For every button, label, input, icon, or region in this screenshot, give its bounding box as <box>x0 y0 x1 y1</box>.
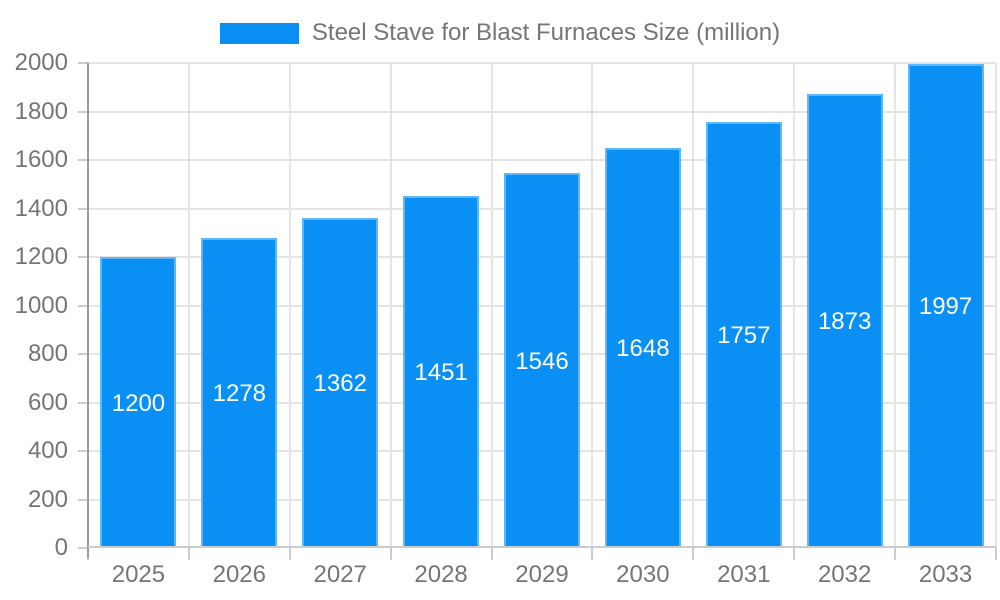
x-tick-label-2026: 2026 <box>212 561 266 588</box>
h-gridline <box>88 110 996 113</box>
bar-2030[interactable]: 1648 <box>604 148 681 548</box>
bar-2033[interactable]: 1997 <box>907 63 984 548</box>
y-tick-label: 1200 <box>14 243 68 270</box>
y-tick-label: 0 <box>54 534 68 561</box>
bar-value-label: 1997 <box>918 292 973 320</box>
plot-area: 1200 1278 1362 1451 1546 1648 1757 1873 1997 <box>78 62 997 560</box>
y-tick-label: 1800 <box>14 97 68 125</box>
legend-swatch <box>219 22 299 44</box>
v-gridline <box>490 63 493 548</box>
y-tick-label: 400 <box>27 437 68 464</box>
y-tick <box>78 62 88 64</box>
y-tick <box>78 450 88 452</box>
bar-2032[interactable]: 1873 <box>806 93 883 548</box>
x-tick <box>692 548 695 560</box>
x-tick <box>389 548 392 560</box>
x-tick-label-2025: 2025 <box>111 561 166 588</box>
legend[interactable]: Steel Stave for Blast Furnaces Size (mil… <box>0 20 1000 46</box>
bar-2026[interactable]: 1278 <box>201 238 278 548</box>
v-gridline <box>793 63 796 548</box>
y-tick <box>78 110 88 113</box>
x-tick-label-2031: 2031 <box>717 561 771 588</box>
y-tick-label: 600 <box>27 388 68 416</box>
y-tick <box>78 304 88 307</box>
x-axis-line <box>88 546 996 548</box>
y-tick <box>78 547 88 549</box>
y-tick <box>78 159 88 161</box>
x-tick-label-2027: 2027 <box>313 561 367 588</box>
legend-label: Steel Stave for Blast Furnaces Size (mil… <box>311 19 781 46</box>
y-tick <box>78 256 88 258</box>
x-tick <box>793 548 796 560</box>
bar-value-label: 1362 <box>313 369 367 397</box>
v-gridline <box>995 63 997 548</box>
bar-value-label: 1546 <box>515 347 569 375</box>
bar-value-label: 1873 <box>817 307 872 335</box>
x-tick-label-2032: 2032 <box>817 561 872 588</box>
bar-value-label: 1451 <box>414 359 468 387</box>
y-axis-line <box>87 63 89 558</box>
v-gridline <box>389 63 392 548</box>
y-tick <box>78 498 88 501</box>
y-tick-label: 1000 <box>14 291 68 319</box>
x-tick-label-2029: 2029 <box>515 561 569 588</box>
x-tick <box>894 548 897 560</box>
bar-value-label: 1200 <box>111 389 166 417</box>
bar-value-label: 1648 <box>616 335 670 363</box>
y-tick <box>78 401 88 404</box>
x-tick <box>591 548 594 560</box>
bar-2031[interactable]: 1757 <box>705 121 782 548</box>
h-gridline <box>88 62 996 64</box>
x-tick <box>187 548 190 560</box>
bar-2028[interactable]: 1451 <box>403 196 480 548</box>
bar-2027[interactable]: 1362 <box>302 217 379 548</box>
x-tick <box>995 548 997 560</box>
bar-value-label: 1278 <box>212 380 267 408</box>
bar-value-label: 1757 <box>717 321 771 349</box>
v-gridline <box>591 63 594 548</box>
v-gridline <box>187 63 190 548</box>
bar-2029[interactable]: 1546 <box>504 173 580 548</box>
y-tick-label: 2000 <box>14 49 68 76</box>
y-tick <box>78 207 88 210</box>
y-tick-label: 1600 <box>14 146 68 173</box>
x-tick-label-2033: 2033 <box>918 561 973 588</box>
y-tick-label: 1400 <box>14 194 68 222</box>
bar-2025[interactable]: 1200 <box>100 257 177 548</box>
x-tick <box>288 548 291 560</box>
v-gridline <box>288 63 291 548</box>
x-tick <box>490 548 493 560</box>
h-gridline <box>88 159 996 161</box>
y-tick <box>78 353 88 355</box>
v-gridline <box>894 63 897 548</box>
y-tick-label: 800 <box>27 340 68 367</box>
v-gridline <box>692 63 695 548</box>
y-tick-label: 200 <box>27 485 68 513</box>
x-tick-label-2030: 2030 <box>616 561 670 588</box>
x-tick-label-2028: 2028 <box>414 561 468 588</box>
